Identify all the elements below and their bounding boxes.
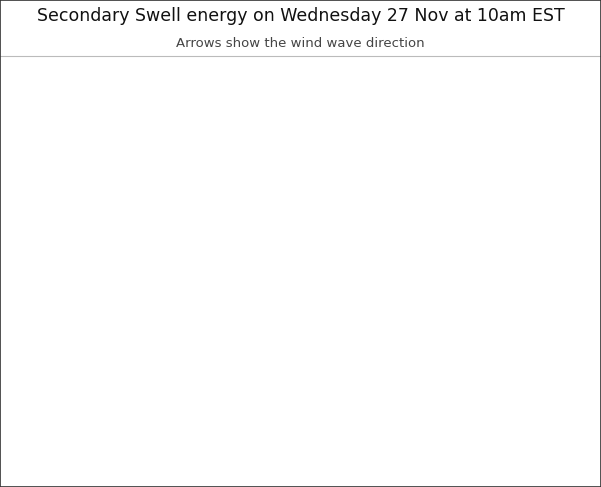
- Text: Secondary Swell energy on Wednesday 27 Nov at 10am EST: Secondary Swell energy on Wednesday 27 N…: [37, 7, 564, 25]
- Text: cartopy required: cartopy required: [219, 263, 382, 282]
- Text: Arrows show the wind wave direction: Arrows show the wind wave direction: [176, 37, 425, 50]
